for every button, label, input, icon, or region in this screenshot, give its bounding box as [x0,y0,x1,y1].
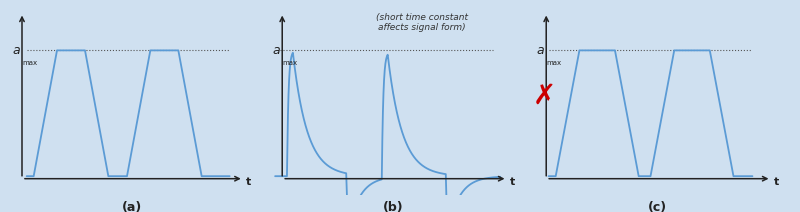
Text: (short time constant
affects signal form): (short time constant affects signal form… [376,13,468,32]
Text: (b): (b) [383,201,404,212]
Text: (c): (c) [648,201,667,212]
Text: max: max [22,60,37,66]
Text: $a$: $a$ [12,44,21,57]
Text: $a$: $a$ [536,44,545,57]
Text: t: t [246,177,251,187]
Text: max: max [546,60,562,66]
Text: max: max [282,60,298,66]
Text: t: t [774,177,779,187]
Text: t: t [510,177,515,187]
Text: ✓: ✓ [796,81,800,109]
Text: (a): (a) [122,201,142,212]
Text: $a$: $a$ [272,44,281,57]
Text: ✗: ✗ [532,81,556,109]
